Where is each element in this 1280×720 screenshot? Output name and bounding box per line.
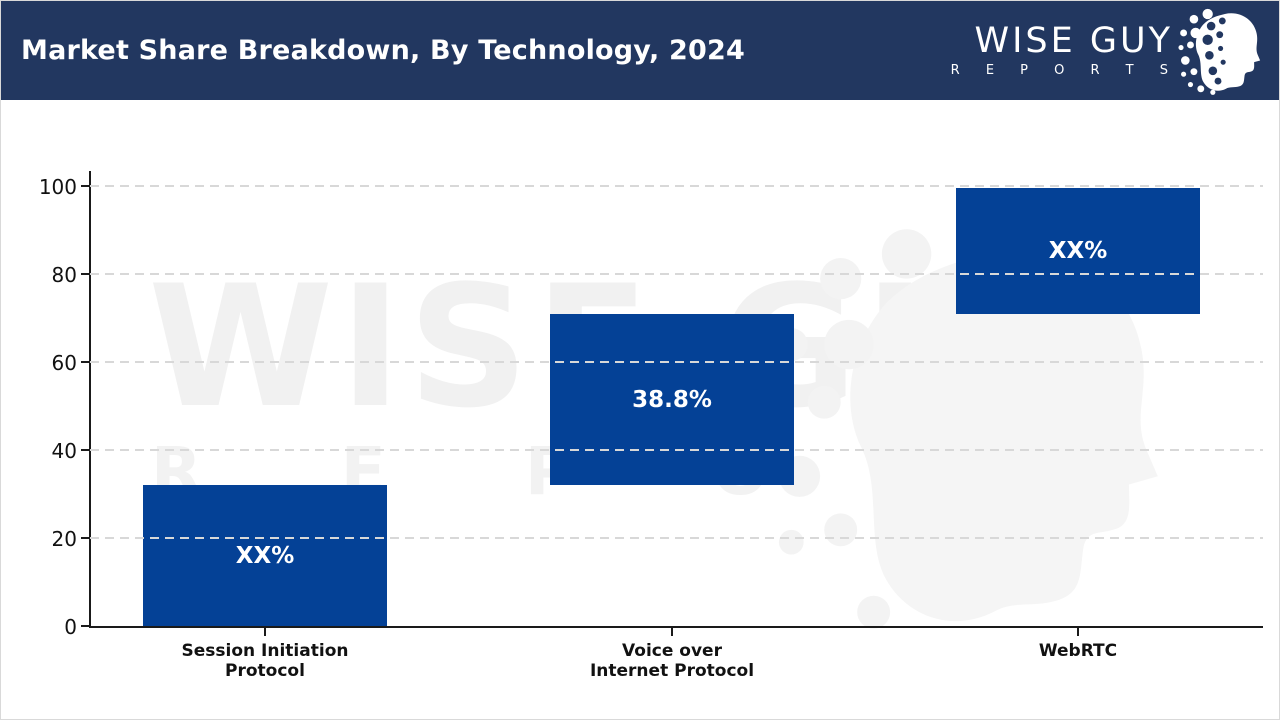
page-title: Market Share Breakdown, By Technology, 2… xyxy=(21,35,746,66)
y-tick-mark xyxy=(81,273,89,275)
grid-line xyxy=(90,449,1263,451)
x-axis-category-label: WebRTC xyxy=(1038,641,1118,661)
y-axis-tick-label: 40 xyxy=(51,439,77,463)
y-axis-tick-label: 0 xyxy=(64,615,77,639)
logo-face-icon xyxy=(1178,8,1261,95)
y-axis xyxy=(89,171,91,628)
y-axis-tick-label: 60 xyxy=(51,351,77,375)
y-axis-tick-label: 100 xyxy=(38,175,77,199)
bar-value-label: XX% xyxy=(1048,238,1108,265)
y-axis-tick-label: 20 xyxy=(51,527,77,551)
x-tick-mark xyxy=(671,628,673,636)
logo-brand-subtitle: R E P O R T S xyxy=(950,63,1179,78)
x-tick-mark xyxy=(264,628,266,636)
x-axis xyxy=(89,626,1263,628)
y-tick-mark xyxy=(81,449,89,451)
y-tick-mark xyxy=(81,185,89,187)
y-tick-mark xyxy=(81,361,89,363)
y-tick-mark xyxy=(81,537,89,539)
bar xyxy=(550,314,794,486)
grid-line xyxy=(90,361,1263,363)
bar-value-label: XX% xyxy=(235,542,295,569)
grid-line xyxy=(90,273,1263,275)
y-axis-tick-label: 80 xyxy=(51,263,77,287)
logo-text: WISE GUY R E P O R T S xyxy=(951,21,1173,78)
y-tick-mark xyxy=(81,625,89,627)
grid-line xyxy=(90,537,1263,539)
wiseguy-logo: WISE GUY R E P O R T S xyxy=(951,7,1261,95)
grid-line xyxy=(90,185,1263,187)
header: Market Share Breakdown, By Technology, 2… xyxy=(1,1,1279,100)
x-tick-mark xyxy=(1077,628,1079,636)
bar xyxy=(956,188,1200,315)
bar-value-label: 38.8% xyxy=(632,386,712,413)
x-axis-category-label: Session Initiation Protocol xyxy=(181,641,349,681)
bar xyxy=(143,485,387,626)
x-axis-category-label: Voice over Internet Protocol xyxy=(589,641,755,681)
logo-brand-name: WISE GUY xyxy=(974,21,1173,61)
